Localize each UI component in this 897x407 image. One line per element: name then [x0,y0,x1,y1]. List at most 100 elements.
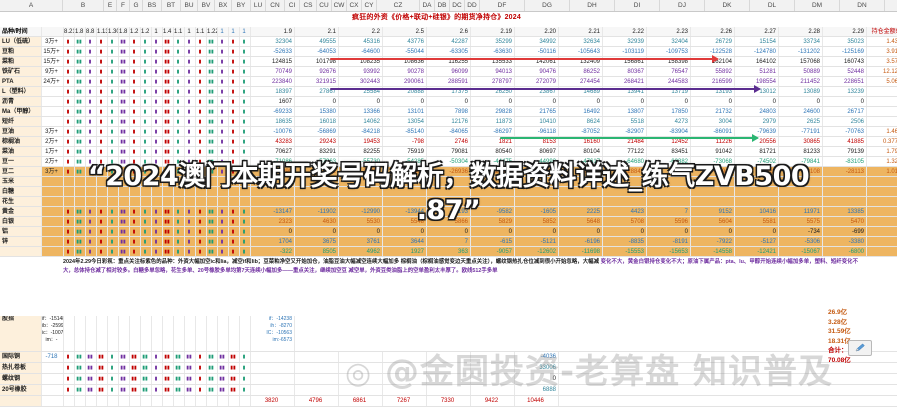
dense-cell[interactable]: ▮ [196,167,207,176]
dense-cell[interactable]: ▮ [152,385,163,395]
dense-cell[interactable]: ▮ [185,77,196,86]
dense-cell[interactable]: ▮ [97,87,108,96]
date-header-w12[interactable]: 2.28 [779,27,823,36]
dense-cell[interactable]: ▮ [97,217,108,226]
dense-cell[interactable]: ▮ [229,217,240,226]
value-cell[interactable]: 5530 [339,217,383,226]
dense-cell[interactable]: ▮▮ [119,363,130,373]
dense-cell[interactable]: ▮ [240,37,251,46]
value-cell[interactable] [383,352,427,362]
dense-cell[interactable]: ▮▮ [97,363,108,373]
dense-cell[interactable]: ▮▮ [119,147,130,156]
value-cell[interactable]: 35023 [823,37,867,46]
dense-cell[interactable] [97,177,108,186]
dense-cell[interactable]: ▮ [97,107,108,116]
dense-cell[interactable]: ▮ [152,97,163,106]
table-row[interactable]: 豆粕 15万+ ▮ ▮▮ ▮ ▮ ▮ ▮▮ ▮ ▮ ▮ ▮▮ ▮ ▮ ▮ ▮▮ ▮ ▮ ▮ -52633 -64053-… [0,47,897,57]
date-header-w3[interactable]: 2.5 [383,27,427,36]
dense-cell[interactable] [163,177,174,186]
value-cell[interactable]: 0 [295,227,339,236]
value-cell[interactable]: -85140 [383,127,427,136]
dense-cell[interactable]: ▮▮ [163,207,174,216]
dense-cell[interactable]: ▮ [64,363,75,373]
dense-cell[interactable]: ▮▮ [207,57,218,66]
dense-cell[interactable]: ▮▮ [207,107,218,116]
value-cell[interactable] [339,385,383,395]
dense-cell[interactable]: ▮▮ [185,374,196,384]
value-cell[interactable] [295,385,339,395]
dense-cell[interactable]: ▮▮ [130,374,141,384]
column-header-dk[interactable]: DK [705,0,750,11]
value-cell[interactable]: 13054 [383,117,427,126]
value-cell[interactable]: 80367 [603,67,647,76]
value-cell[interactable]: 52448 [823,67,867,76]
dense-cell[interactable]: ▮ [97,167,108,176]
table-row[interactable]: 花生 [0,197,897,207]
dense-cell[interactable]: ▮▮ [119,97,130,106]
dense-cell[interactable]: ▮ [130,117,141,126]
dense-cell[interactable]: ▮ [86,47,97,56]
dense-cell[interactable]: ▮▮ [75,385,86,395]
value-cell[interactable]: 0 [427,227,471,236]
dense-cell[interactable]: ▮ [196,37,207,46]
value-cell[interactable]: -12421 [735,247,779,256]
dense-cell[interactable] [196,396,207,406]
dense-cell[interactable]: ▮ [196,363,207,373]
dense-cell[interactable]: ▮ [218,107,229,116]
stock-cell-left[interactable]: if：-15148 ib：-2599 ic：-10079 im：- [42,316,64,351]
value-cell[interactable] [427,363,471,373]
dense-cell[interactable]: ▮ [64,137,75,146]
dense-cell[interactable]: ▮▮ [119,137,130,146]
dense-cell[interactable]: ▮ [108,57,119,66]
dense-cell[interactable]: ▮ [240,247,251,256]
dense-cell[interactable] [64,187,75,196]
dense-cell[interactable]: ▮ [240,237,251,246]
value-cell[interactable] [779,197,823,206]
dense-cell[interactable] [152,396,163,406]
dense-cell[interactable]: ▮ [196,117,207,126]
value-cell[interactable]: -63630 [471,47,515,56]
dense-cell[interactable]: ▮▮ [207,247,218,256]
dense-cell[interactable]: ▮▮ [75,67,86,76]
value-cell[interactable]: 1607 [251,97,295,106]
value-cell[interactable]: 34992 [515,37,559,46]
dense-cell[interactable]: ▮ [152,37,163,46]
dense-cell[interactable]: ▮ [141,227,152,236]
value-cell[interactable]: 3004 [691,117,735,126]
table-row[interactable]: 锌 ▮ ▮▮ ▮ ▮ ▮ ▮▮ ▮ ▮ ▮ ▮▮ ▮ ▮ ▮ ▮▮ ▮ ▮ ▮ 1704 3675 3761 3644 7-… [0,237,897,247]
value-cell[interactable]: 3761 [339,237,383,246]
table-row[interactable]: 短纤 ▮ ▮▮ ▮ ▮ ▮ ▮▮ ▮ ▮ ▮ ▮▮ ▮ ▮ ▮ ▮▮ ▮ ▮ ▮ 18635 16018 14062 13… [0,117,897,127]
dense-cell[interactable]: ▮ [152,157,163,166]
value-cell[interactable]: 0 [647,97,691,106]
row-label[interactable]: 棕榈油 [0,137,42,146]
dense-cell[interactable]: ▮▮ [130,385,141,395]
value-cell[interactable]: -68382 [647,157,691,166]
row-unit[interactable] [42,247,64,256]
value-cell[interactable]: 82255 [339,147,383,156]
dense-cell[interactable]: ▮ [86,167,97,176]
value-cell[interactable]: 2225 [559,207,603,216]
date-header-w11[interactable]: 2.27 [735,27,779,36]
column-header-dg[interactable]: DG [525,0,570,11]
column-header-lu[interactable]: LU [251,0,266,11]
value-cell[interactable]: 5596 [647,217,691,226]
column-header-cn[interactable]: CN [266,0,285,11]
value-cell[interactable]: 0 [691,227,735,236]
dense-cell[interactable] [174,197,185,206]
column-header-bs[interactable]: BS [143,0,162,11]
row-label[interactable]: 豆油 [0,127,42,136]
table-row[interactable]: 豆一 2万+ ▮ ▮▮ ▮ ▮ ▮ ▮▮ ▮ ▮ ▮ ▮▮ ▮ ▮ ▮ ▮▮ ▮ ▮ ▮ -71086 -57963 -5… [0,157,897,167]
row-label[interactable]: 股指 [0,316,42,351]
column-header-e[interactable]: E [104,0,117,11]
value-cell[interactable] [691,197,735,206]
column-header-g[interactable]: G [130,0,143,11]
column-header-bt[interactable]: BT [162,0,181,11]
amount-cell[interactable] [867,227,897,236]
dense-cell[interactable] [218,177,229,186]
value-cell[interactable]: -6800 [823,247,867,256]
dense-cell[interactable]: ▮ [141,107,152,116]
value-cell[interactable] [383,385,427,395]
date-header-7[interactable]: 1.2 [141,27,152,36]
value-cell[interactable] [823,187,867,196]
row-label[interactable]: 铁矿石 [0,67,42,76]
